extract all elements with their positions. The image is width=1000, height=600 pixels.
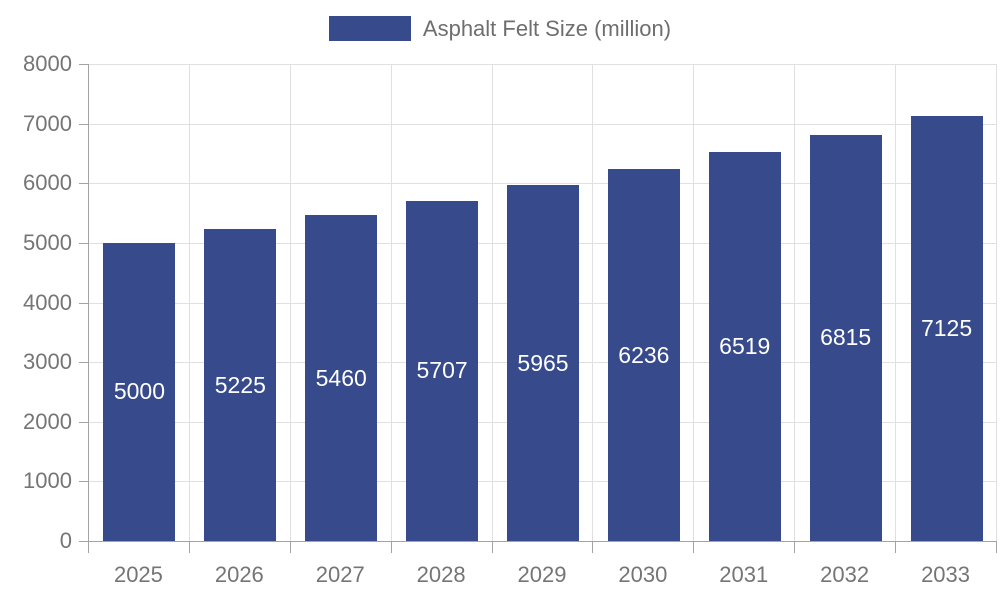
y-tick-mark — [79, 302, 88, 304]
y-axis-tick-label: 2000 — [23, 408, 72, 434]
bar-value-label: 5965 — [517, 349, 569, 376]
x-tick-mark — [895, 542, 897, 553]
y-axis-tick-label: 0 — [59, 528, 72, 553]
legend-label: Asphalt Felt Size (million) — [422, 16, 672, 41]
bar-2030[interactable]: 6236 — [607, 169, 680, 541]
y-axis-tick-label: 8000 — [23, 51, 72, 76]
x-tick-mark — [693, 542, 695, 553]
y-axis-tick-label: 6000 — [23, 170, 72, 196]
x-tick-mark — [188, 542, 190, 553]
y-tick-mark — [79, 421, 88, 423]
x-axis-tick-label: 2033 — [921, 562, 971, 587]
bar-value-label: 7125 — [920, 315, 973, 342]
x-tick-mark — [88, 542, 89, 553]
y-axis-tick-label: 7000 — [23, 110, 72, 136]
x-tick-mark — [794, 542, 796, 553]
y-tick-mark — [79, 123, 88, 125]
x-axis-tick-label: 2032 — [820, 562, 870, 587]
y-tick-mark — [79, 64, 88, 65]
x-axis-tick-label: 2025 — [113, 562, 163, 587]
y-tick-mark — [79, 362, 88, 364]
bar-value-label: 5707 — [416, 357, 468, 384]
x-gridline — [895, 64, 897, 541]
bar-2033[interactable]: 7125 — [910, 116, 983, 541]
y-tick-mark — [79, 183, 88, 185]
x-tick-mark — [289, 542, 291, 553]
bar-2032[interactable]: 6815 — [809, 134, 882, 541]
x-gridline — [794, 64, 796, 541]
x-tick-mark — [996, 542, 997, 553]
x-axis-tick-label: 2031 — [719, 562, 769, 587]
x-axis-tick-label: 2027 — [315, 562, 365, 587]
y-axis-tick-label: 5000 — [23, 229, 72, 255]
bar-value-label: 5225 — [214, 371, 266, 398]
x-tick-mark — [390, 542, 392, 553]
bar-2029[interactable]: 5965 — [507, 185, 579, 541]
bar-value-label: 6236 — [618, 341, 670, 368]
bar-value-label: 5460 — [315, 364, 367, 391]
x-axis-tick-label: 2026 — [214, 562, 264, 587]
x-gridline — [491, 64, 493, 541]
legend-item[interactable]: Asphalt Felt Size (million) — [0, 16, 1000, 41]
bar-value-label: 6519 — [719, 333, 771, 360]
x-gridline — [188, 64, 190, 541]
bar-2028[interactable]: 5707 — [406, 200, 479, 541]
legend-swatch — [328, 16, 411, 41]
x-axis-tick-label: 2029 — [517, 562, 567, 587]
y-gridline — [89, 123, 997, 125]
y-gridline — [89, 183, 997, 185]
bar-value-label: 6815 — [820, 324, 872, 351]
x-axis-tick-label: 2028 — [416, 562, 466, 587]
bar-value-label: 5000 — [113, 378, 166, 405]
x-gridline — [390, 64, 392, 541]
y-gridline — [89, 64, 997, 65]
bar-2031[interactable]: 6519 — [708, 152, 781, 541]
y-tick-mark — [79, 242, 88, 244]
bar-2026[interactable]: 5225 — [204, 229, 277, 541]
x-gridline — [592, 64, 594, 541]
y-axis-tick-label: 1000 — [23, 468, 72, 494]
x-axis-tick-label: 2030 — [618, 562, 668, 587]
y-tick-mark — [79, 481, 88, 483]
x-gridline — [289, 64, 291, 541]
x-gridline — [693, 64, 695, 541]
y-axis-tick-label: 3000 — [23, 349, 72, 375]
bar-2025[interactable]: 5000 — [103, 242, 176, 541]
x-tick-mark — [491, 542, 493, 553]
plot-area: 5000 5225 5460 5707 5965 6236 6519 6815 7125 — [88, 64, 997, 542]
y-axis-tick-label: 4000 — [23, 289, 72, 315]
bar-2027[interactable]: 5460 — [305, 215, 378, 541]
x-gridline — [996, 64, 997, 541]
y-tick-mark — [79, 541, 88, 542]
x-tick-mark — [592, 542, 594, 553]
